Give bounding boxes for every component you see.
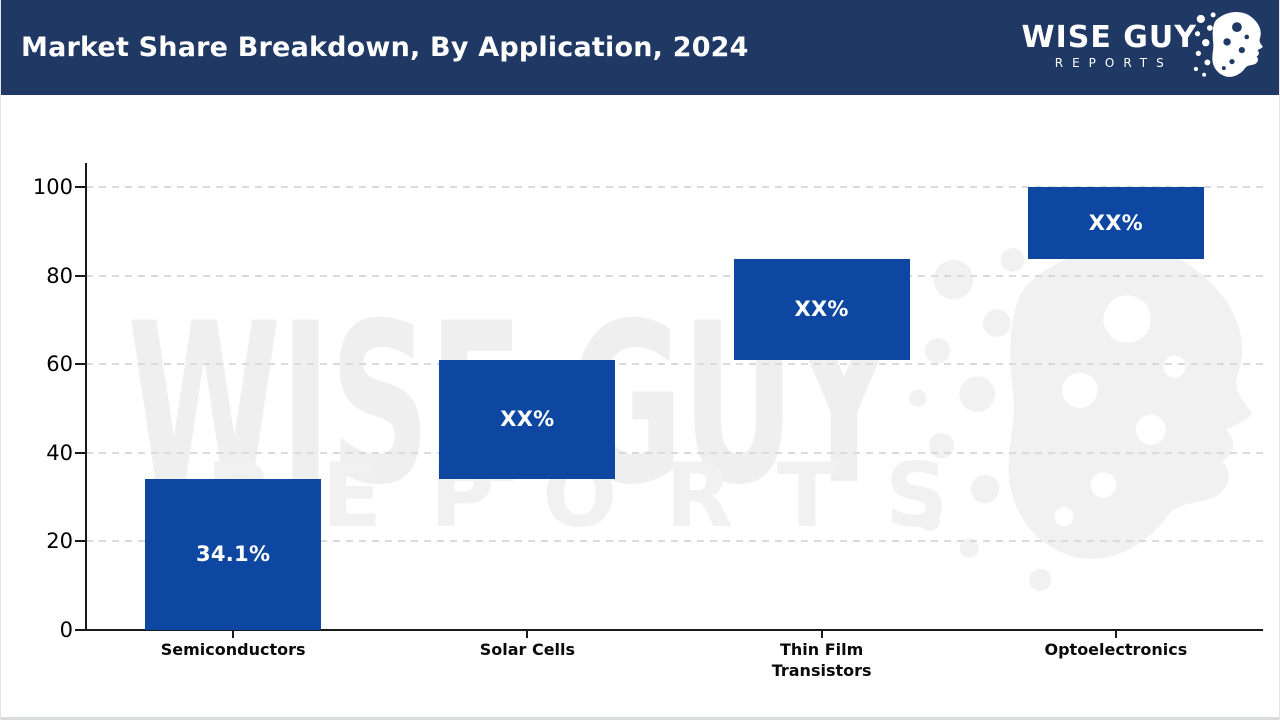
page-title: Market Share Breakdown, By Application, … [21,32,749,63]
y-axis-tick-label: 20 [46,529,73,554]
x-axis-category-label: Semiconductors [160,640,306,659]
wiseguy-logo-line1: WISE GUY [1021,20,1197,56]
y-axis-tick-label: 60 [46,352,73,377]
market-share-bar: XX% [1027,187,1204,260]
x-axis-category-label: Thin Film Transistors [771,640,872,680]
bar-value-label: 34.1% [195,542,271,567]
bar-value-label: XX% [794,297,849,322]
x-axis-line [85,629,1263,631]
y-axis-tick-label: 40 [46,440,73,465]
y-axis-line [85,163,87,631]
x-axis-category-label: Optoelectronics [1044,640,1188,659]
market-share-bar: XX% [439,359,616,479]
y-axis-tick-mark [75,186,86,188]
header-bar: Market Share Breakdown, By Application, … [1,0,1279,95]
x-axis-tick-mark [1114,631,1117,638]
x-axis-tick-mark [232,631,235,638]
wiseguy-logo: WISE GUY REPORTS [1021,8,1273,84]
y-gridline [86,186,1263,188]
wiseguy-logo-line2: REPORTS [1054,55,1173,70]
market-share-bar: XX% [733,259,910,360]
y-axis-tick-mark [75,629,86,631]
x-axis-tick-mark [820,631,823,638]
y-gridline [86,451,1263,454]
wiseguy-head-logo-icon [1193,12,1263,77]
y-axis-tick-mark [75,274,86,277]
bottom-border-strip [1,717,1279,720]
bar-value-label: XX% [500,407,555,432]
wiseguy-logo-text: WISE GUY REPORTS [1021,22,1197,70]
y-axis-tick-mark [75,540,86,543]
y-gridline [86,274,1263,277]
wiseguy-head-watermark-icon [909,246,1252,591]
bar-value-label: XX% [1088,211,1144,236]
y-axis-tick-mark [75,363,86,366]
x-axis-tick-mark [526,631,529,638]
y-axis-tick-label: 100 [32,175,73,199]
market-share-bar: 34.1% [145,478,322,630]
y-gridline [86,363,1263,366]
y-axis-tick-label: 0 [59,618,73,642]
y-axis-tick-mark [75,451,86,454]
y-gridline [86,540,1263,543]
y-axis-tick-label: 80 [46,263,73,288]
x-axis-category-label: Solar Cells [479,640,576,659]
